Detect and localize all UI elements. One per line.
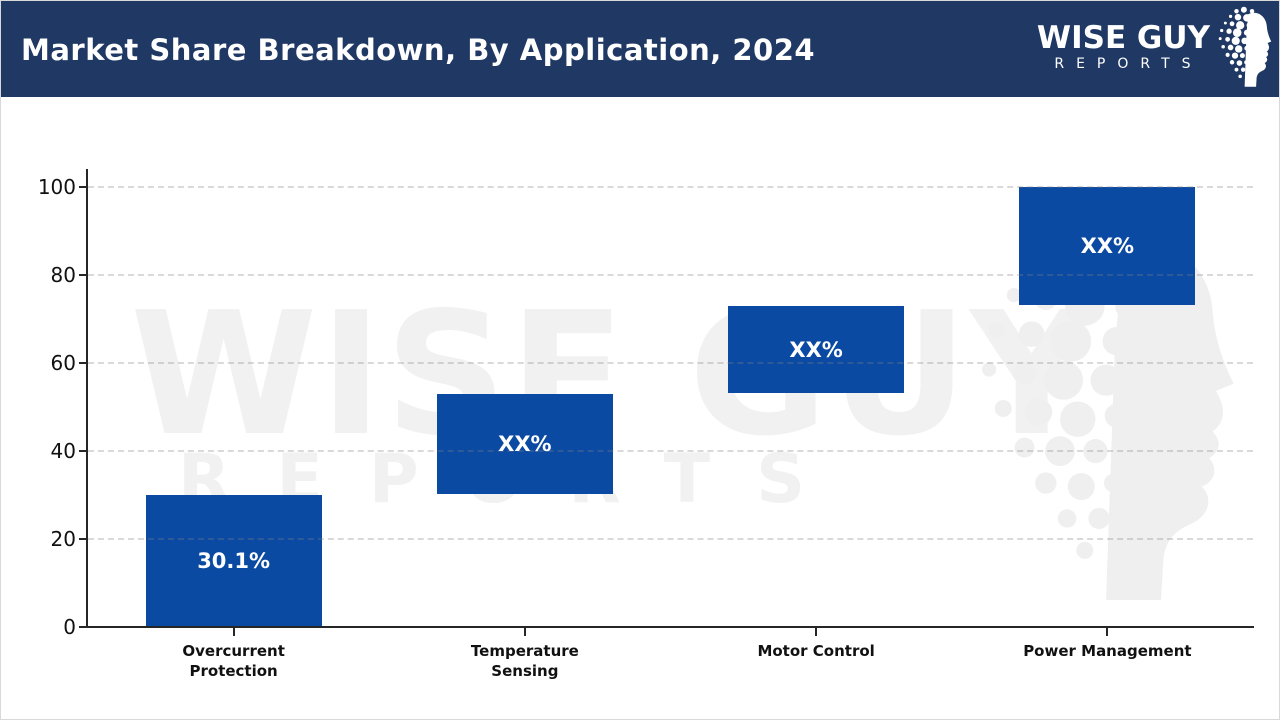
bar-power-management <box>1019 187 1196 305</box>
y-tick-label: 40 <box>50 439 76 463</box>
y-gridline <box>88 450 1253 452</box>
y-tick-mark <box>79 626 88 628</box>
x-tick-mark <box>815 628 818 636</box>
bar-overcurrent-protection <box>145 494 322 626</box>
y-tick-label: 20 <box>50 527 76 551</box>
category-label-line: Protection <box>189 662 278 680</box>
y-tick-label: 100 <box>37 175 76 199</box>
category-label-line: Motor Control <box>757 642 875 660</box>
y-tick-label: 80 <box>50 263 76 287</box>
category-label-line: Overcurrent <box>182 642 285 660</box>
category-label-line: Sensing <box>491 662 559 680</box>
y-axis-line <box>86 169 88 628</box>
y-tick-mark <box>79 538 88 540</box>
bar-value-label: XX% <box>789 337 843 362</box>
category-label-motor-control: Motor Control <box>686 641 946 661</box>
y-gridline <box>88 362 1253 364</box>
x-tick-mark <box>232 628 235 636</box>
y-tick-mark <box>79 186 88 188</box>
wiseguy-face-icon <box>1198 4 1272 88</box>
category-label-temperature-sensing: Temperature Sensing <box>395 641 655 681</box>
page-header: Market Share Breakdown, By Application, … <box>0 0 1280 97</box>
category-label-line: Power Management <box>1023 642 1192 660</box>
x-axis-line <box>86 626 1254 628</box>
x-tick-mark <box>523 628 526 636</box>
y-gridline <box>88 274 1253 276</box>
brand-logo: WISE GUY REPORTS <box>1037 4 1272 88</box>
category-label-line: Temperature <box>470 642 579 660</box>
page-title: Market Share Breakdown, By Application, … <box>21 33 816 67</box>
bar-value-label: 30.1% <box>197 548 271 573</box>
bar-motor-control <box>728 305 905 393</box>
brand-wordmark-block: WISE GUY REPORTS <box>1037 20 1210 72</box>
y-gridline <box>88 538 1253 540</box>
category-label-overcurrent-protection: Overcurrent Protection <box>104 641 364 681</box>
y-gridline <box>88 186 1253 188</box>
y-tick-label: 0 <box>63 615 76 639</box>
bar-temperature-sensing <box>436 393 613 494</box>
y-tick-mark <box>79 362 88 364</box>
brand-subtext: REPORTS <box>1054 56 1203 72</box>
y-tick-mark <box>79 450 88 452</box>
x-tick-mark <box>1106 628 1109 636</box>
bar-value-label: XX% <box>498 432 552 457</box>
y-tick-label: 60 <box>50 351 76 375</box>
bar-value-label: XX% <box>1080 234 1135 259</box>
brand-wordmark: WISE GUY <box>1036 20 1210 56</box>
category-label-power-management: Power Management <box>977 641 1237 661</box>
y-tick-mark <box>79 274 88 276</box>
